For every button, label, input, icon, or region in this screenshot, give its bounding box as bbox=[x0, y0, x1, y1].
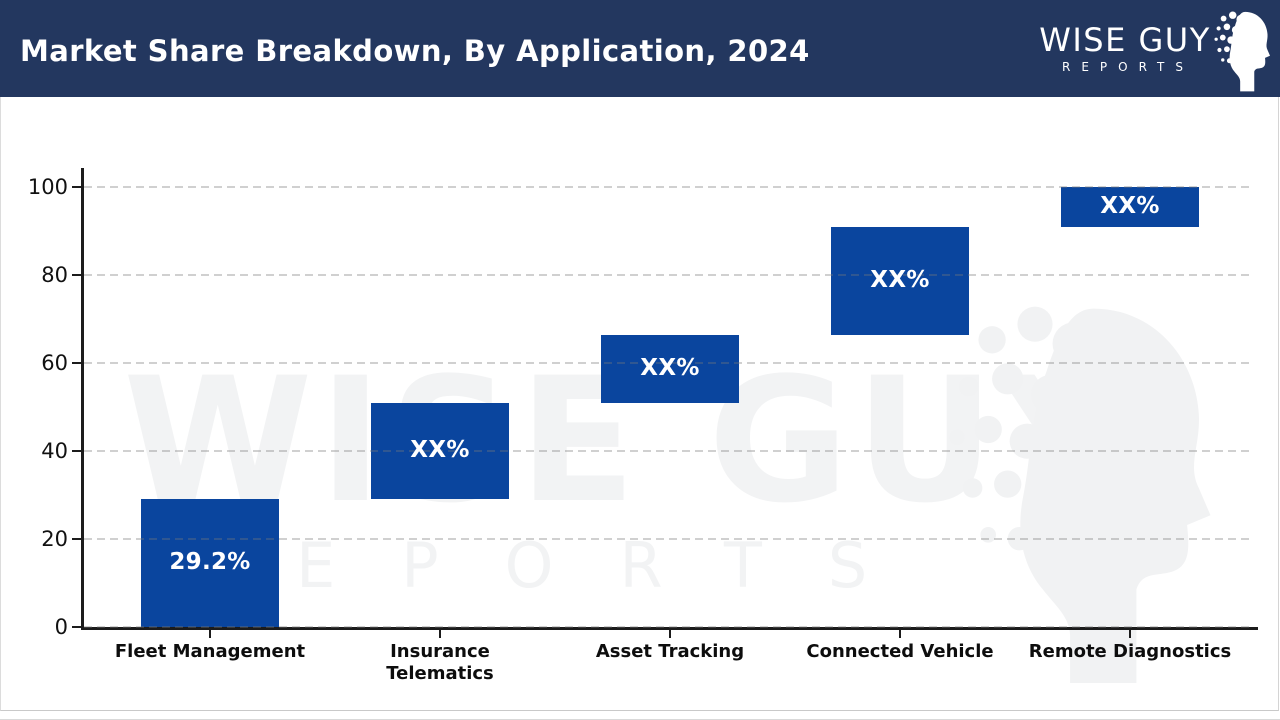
bar-value-label: XX% bbox=[410, 436, 470, 463]
x-tick-mark bbox=[669, 630, 671, 638]
gridline-20 bbox=[84, 538, 1252, 541]
y-tick-mark bbox=[72, 274, 81, 277]
y-tick-mark bbox=[72, 362, 81, 365]
logo-subtitle: REPORTS bbox=[1061, 60, 1194, 74]
bar-asset-tracking bbox=[601, 334, 739, 403]
y-tick-label: 60 bbox=[41, 351, 68, 376]
bar-value-label: XX% bbox=[1100, 193, 1160, 220]
x-tick-mark bbox=[899, 630, 901, 638]
y-axis-line bbox=[81, 168, 84, 630]
gridline-100 bbox=[84, 186, 1252, 189]
logo-wordmark: WISE GUY bbox=[1039, 21, 1211, 59]
x-category-label-connected-vehicle: Connected Vehicle bbox=[806, 641, 994, 662]
y-tick-label: 40 bbox=[41, 439, 68, 464]
x-tick-mark bbox=[1129, 630, 1131, 638]
x-category-label-remote-diagnostics: Remote Diagnostics bbox=[1028, 641, 1232, 662]
wise-guy-logo: WISE GUY REPORTS bbox=[1035, 5, 1270, 92]
y-tick-mark bbox=[72, 186, 81, 189]
bar-remote-diagnostics bbox=[1061, 187, 1199, 227]
y-tick-mark bbox=[72, 538, 81, 541]
bar-fleet-management bbox=[141, 498, 279, 627]
x-tick-mark bbox=[439, 630, 441, 638]
y-tick-mark bbox=[72, 450, 81, 453]
y-tick-mark bbox=[72, 626, 81, 628]
gridline-60 bbox=[84, 362, 1252, 365]
y-tick-label: 100 bbox=[27, 175, 68, 200]
bar-value-label: 29.2% bbox=[169, 548, 251, 575]
y-tick-label: 80 bbox=[41, 263, 68, 288]
logo-head-icon bbox=[1214, 11, 1270, 92]
x-category-label-asset-tracking: Asset Tracking bbox=[595, 641, 745, 662]
x-category-label-fleet-management: Fleet Management bbox=[114, 641, 306, 662]
header-bar: Market Share Breakdown, By Application, … bbox=[0, 0, 1280, 97]
bar-value-label: XX% bbox=[870, 266, 930, 293]
x-tick-mark bbox=[209, 630, 211, 638]
bar-connected-vehicle bbox=[831, 226, 969, 335]
x-category-label-insurance-telematics: Insurance Telematics bbox=[386, 641, 494, 684]
bar-value-label: XX% bbox=[640, 354, 700, 381]
x-axis-line bbox=[81, 627, 1258, 630]
gridline-0 bbox=[84, 626, 1252, 628]
y-tick-label: 20 bbox=[41, 527, 68, 552]
gridline-40 bbox=[84, 450, 1252, 453]
gridline-80 bbox=[84, 274, 1252, 277]
logo-text: WISE GUY REPORTS bbox=[1039, 22, 1211, 74]
y-tick-label: 0 bbox=[54, 615, 68, 639]
chart-title: Market Share Breakdown, By Application, … bbox=[20, 34, 810, 68]
bar-insurance-telematics bbox=[371, 402, 509, 499]
